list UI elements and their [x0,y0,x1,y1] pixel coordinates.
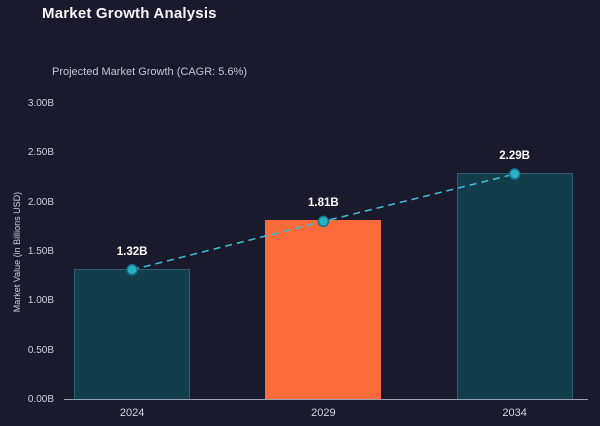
y-tick-label: 2.50B [27,147,54,159]
value-label-2029: 1.81B [308,197,339,210]
y-tick-label: 0.00B [27,394,54,405]
x-tick-label-2024: 2024 [119,407,145,419]
trend-line-overlay [126,168,521,276]
x-tick-label-2034: 2034 [502,407,527,419]
y-tick-label: 2.00B [27,196,54,208]
data-point-marker-2034 [508,168,521,180]
page-title: Market Growth Analysis [42,5,217,22]
data-point-marker-2024 [126,264,138,276]
y-tick-label: 0.50B [27,344,54,356]
chart-subtitle: Projected Market Growth (CAGR: 5.6%) [52,66,248,78]
value-label-2024: 1.32B [116,245,148,258]
y-tick-label: 1.00B [27,295,54,307]
value-label-2034: 2.29B [499,150,530,163]
bar-2029 [265,220,382,399]
data-point-marker-2029 [317,215,330,228]
y-tick-label: 1.50B [27,246,54,257]
y-tick-label: 3.00B [27,98,54,109]
plot-area: 1.32B 1.81B 2.29B [64,104,588,400]
x-tick-label-2029: 2029 [311,407,336,419]
